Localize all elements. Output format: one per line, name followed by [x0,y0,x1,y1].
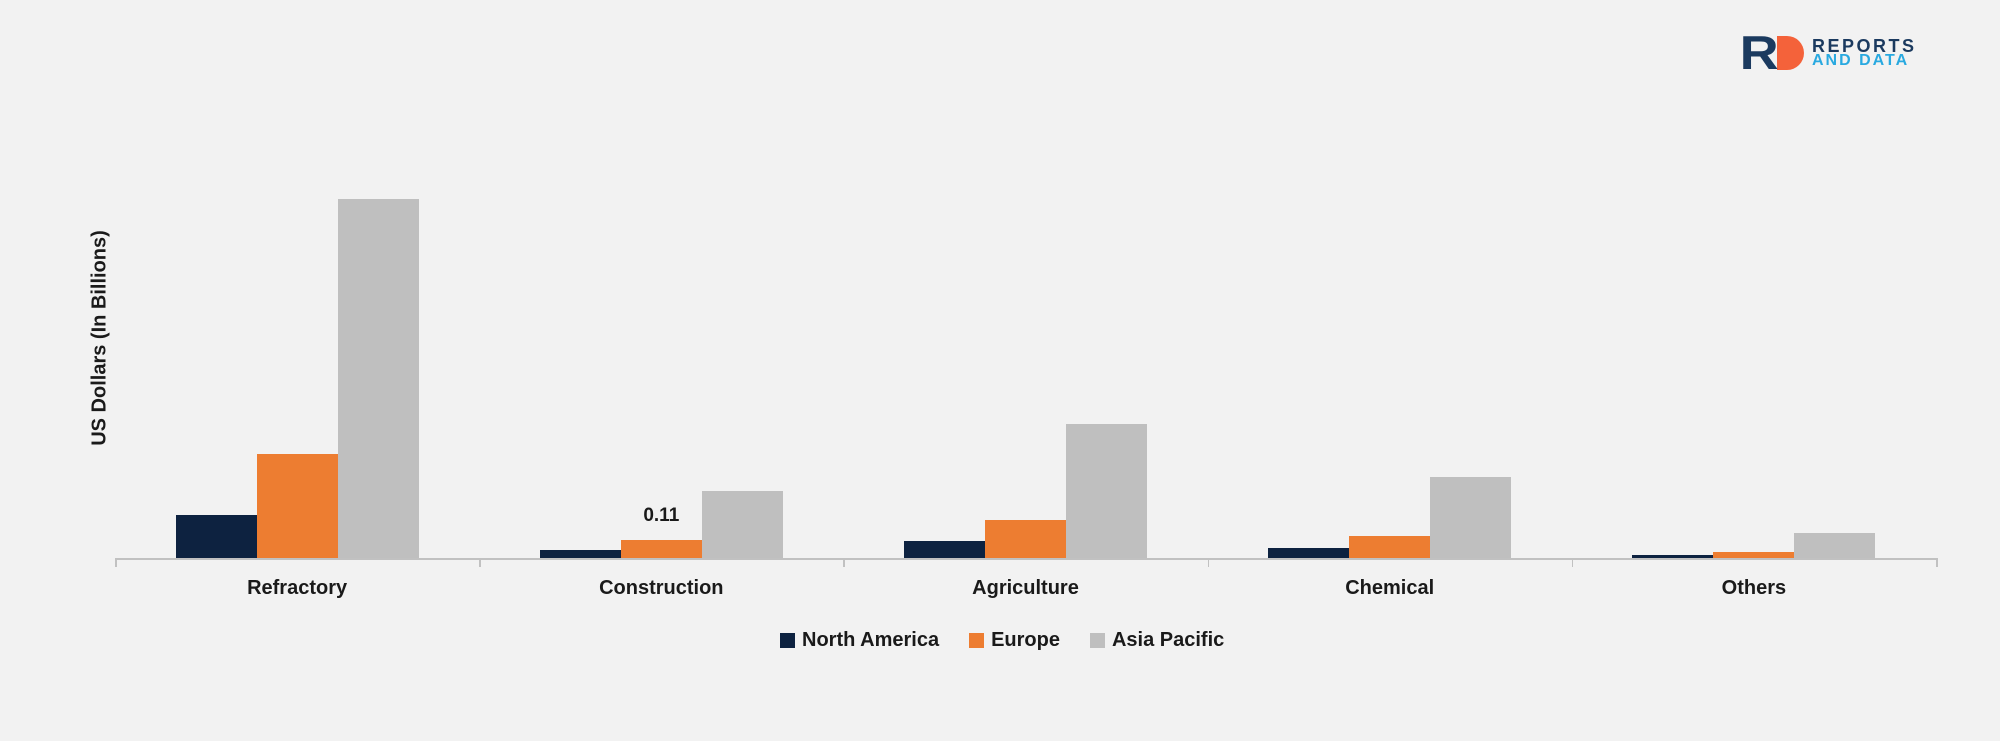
category-label-chemical: Chemical [1345,577,1435,599]
data-label-europe-construction: 0.11 [643,504,680,526]
logo-text-and-data: AND DATA [1811,51,1910,69]
bar-north-america-construction [539,550,621,559]
legend-label-europe: Europe [991,629,1060,651]
bar-north-america-chemical [1268,548,1350,559]
bar-asia-pacific-refractory [337,199,419,559]
x-axis-tick [1936,558,1938,567]
logo-text-reports: REPORTS [1811,35,1917,56]
x-axis-tick [1207,558,1210,567]
x-axis-tick [1571,558,1574,567]
logo: R REPORTS AND DATA [1739,26,1917,79]
bar-north-america-agriculture [904,541,985,559]
bar-asia-pacific-construction [701,490,783,559]
legend-label-north-america: North America [802,629,940,651]
legend-swatch-asia-pacific [1089,633,1105,648]
bar-europe-chemical [1349,536,1431,559]
logo-d-icon [1776,36,1804,70]
legend-item-asia-pacific: Asia Pacific [1089,629,1225,652]
bar-asia-pacific-others [1794,532,1876,559]
legend-swatch-north-america [780,633,795,648]
logo-r-monogram: R [1739,26,1779,79]
x-axis-line [115,558,1936,560]
x-axis-tick [115,558,117,567]
category-label-agriculture: Agriculture [972,577,1079,599]
x-axis-tick [479,558,481,567]
category-label-others: Others [1721,577,1787,599]
category-label-construction: Construction [599,577,724,599]
bar-asia-pacific-chemical [1430,476,1512,559]
legend-label-asia-pacific: Asia Pacific [1111,629,1225,651]
logo-text: REPORTS AND DATA [1811,35,1917,69]
legend-swatch-europe [969,633,985,648]
bar-north-america-others [1632,555,1714,559]
legend-item-europe: Europe [969,629,1060,652]
category-label-refractory: Refractory [247,577,348,599]
legend: North America Europe Asia Pacific [780,629,1224,652]
y-axis-label: US Dollars (In Billions) [88,230,111,446]
legend-item-north-america: North America [780,629,939,652]
bar-europe-others [1713,551,1795,559]
bar-europe-construction [620,539,702,559]
bar-europe-refractory [256,453,338,559]
bar-asia-pacific-agriculture [1066,423,1147,559]
bar-europe-agriculture [985,520,1066,559]
x-axis-tick [843,558,845,567]
bar-north-america-refractory [175,515,257,559]
